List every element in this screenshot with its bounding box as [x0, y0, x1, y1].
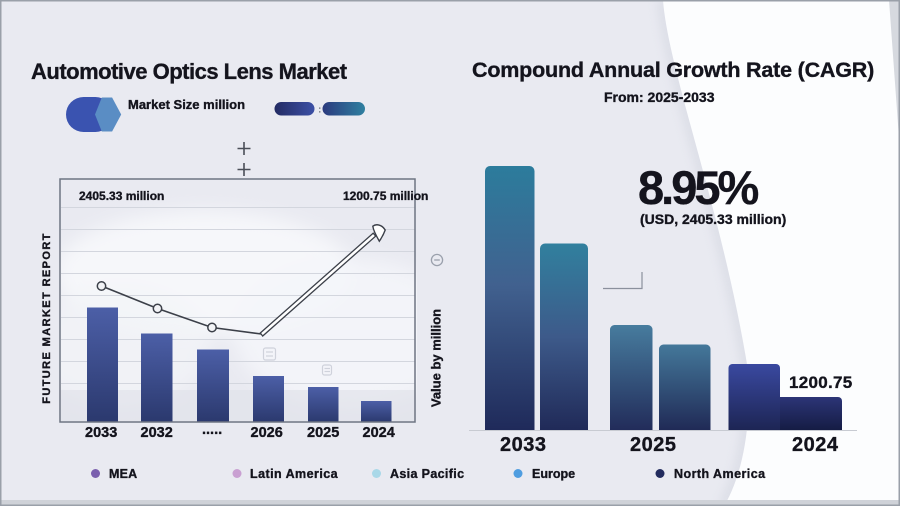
svg-text::: : [318, 105, 321, 115]
